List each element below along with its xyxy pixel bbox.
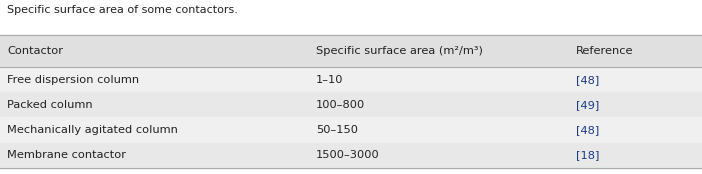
Text: Free dispersion column: Free dispersion column <box>7 75 139 85</box>
Text: Specific surface area (m²/m³): Specific surface area (m²/m³) <box>316 46 483 56</box>
Text: 100–800: 100–800 <box>316 100 365 110</box>
Text: [48]: [48] <box>576 125 599 135</box>
Bar <box>0 67 702 92</box>
Bar <box>0 35 702 67</box>
Text: [49]: [49] <box>576 100 599 110</box>
Text: Membrane contactor: Membrane contactor <box>7 150 126 160</box>
Bar <box>0 92 702 117</box>
Bar <box>0 143 702 168</box>
Text: 1500–3000: 1500–3000 <box>316 150 380 160</box>
Bar <box>0 117 702 143</box>
Text: Packed column: Packed column <box>7 100 93 110</box>
Text: Specific surface area of some contactors.: Specific surface area of some contactors… <box>7 5 238 15</box>
Text: 1–10: 1–10 <box>316 75 343 85</box>
Text: Reference: Reference <box>576 46 633 56</box>
Text: [18]: [18] <box>576 150 599 160</box>
Text: Mechanically agitated column: Mechanically agitated column <box>7 125 178 135</box>
Text: [48]: [48] <box>576 75 599 85</box>
Text: 50–150: 50–150 <box>316 125 358 135</box>
Text: Contactor: Contactor <box>7 46 63 56</box>
